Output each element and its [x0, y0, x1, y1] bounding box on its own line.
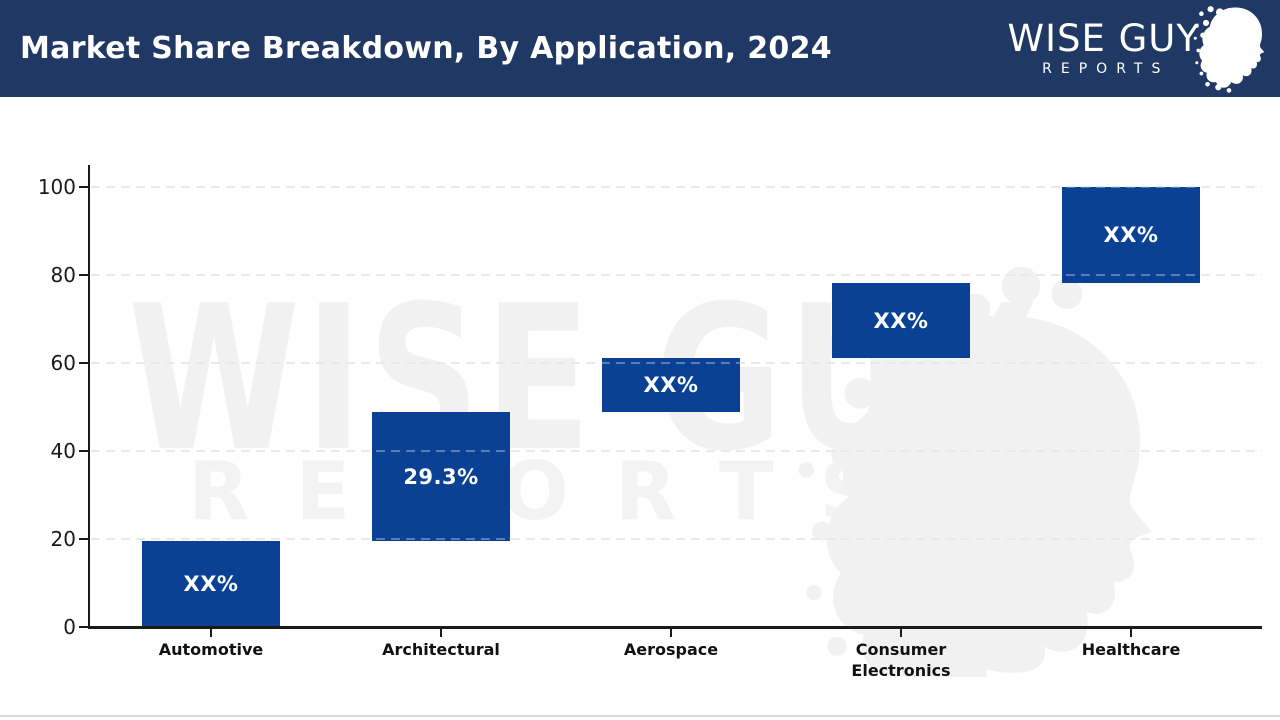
x-tick-mark [210, 629, 212, 637]
bar-value-label: XX% [1103, 222, 1159, 247]
gridline-overlay [91, 538, 1262, 540]
bar-value-label: 29.3% [403, 464, 479, 489]
x-tick-mark [1130, 629, 1132, 637]
x-tick-label: Consumer Electronics [851, 640, 951, 680]
gridline-overlay [91, 450, 1262, 452]
bar-healthcare: XX% [1062, 187, 1200, 283]
y-tick-mark [79, 362, 88, 364]
watermark-tagline: REPORTS [188, 445, 924, 538]
logo-text: WISE GUY REPORTS [1008, 20, 1200, 77]
y-tick-mark [79, 274, 88, 276]
face-dots-icon [1193, 5, 1265, 93]
x-tick-mark [900, 629, 902, 637]
y-tick-label: 0 [63, 615, 76, 639]
y-tick-mark [79, 450, 88, 452]
bar-automotive: XX% [142, 541, 280, 627]
y-tick-mark [79, 538, 88, 540]
x-tick-label: Architectural [382, 640, 500, 659]
chart-area: WISE GUY REPORTS XX% 29.3% XX% XX% XX% 0 20 40 6… [0, 97, 1280, 720]
x-axis [88, 626, 1262, 629]
y-tick-label: 100 [37, 175, 76, 199]
bar-value-label: XX% [183, 572, 239, 597]
bar-consumer-electronics: XX% [832, 282, 970, 359]
x-tick-label: Automotive [158, 640, 264, 659]
y-tick-mark [79, 626, 88, 628]
y-axis [88, 165, 90, 629]
x-tick-label: Healthcare [1081, 640, 1181, 659]
y-tick-label: 60 [50, 351, 76, 375]
bar-architectural: 29.3% [372, 412, 510, 542]
y-tick-label: 20 [50, 527, 76, 551]
bar-value-label: XX% [643, 373, 699, 398]
y-tick-label: 80 [50, 263, 76, 287]
gridline [91, 538, 1262, 540]
gridline [91, 274, 1262, 276]
x-tick-mark [670, 629, 672, 637]
page-title: Market Share Breakdown, By Application, … [20, 31, 832, 66]
y-tick-label: 40 [50, 439, 76, 463]
gridline-overlay [91, 186, 1262, 188]
bar-aerospace: XX% [602, 358, 740, 413]
face-dots-watermark [798, 266, 1152, 677]
gridline [91, 186, 1262, 188]
gridline [91, 450, 1262, 452]
x-tick-mark [440, 629, 442, 637]
bar-value-label: XX% [873, 308, 929, 333]
y-tick-mark [79, 186, 88, 188]
wise-guy-logo: WISE GUY REPORTS [1008, 3, 1272, 95]
footer-divider [0, 715, 1280, 717]
x-tick-label: Aerospace [623, 640, 719, 659]
logo-tagline: REPORTS [1042, 61, 1170, 77]
gridline-overlay [91, 362, 1262, 364]
logo-name: WISE GUY [1007, 17, 1200, 60]
gridline-overlay [91, 274, 1262, 276]
header-banner: Market Share Breakdown, By Application, … [0, 0, 1280, 97]
